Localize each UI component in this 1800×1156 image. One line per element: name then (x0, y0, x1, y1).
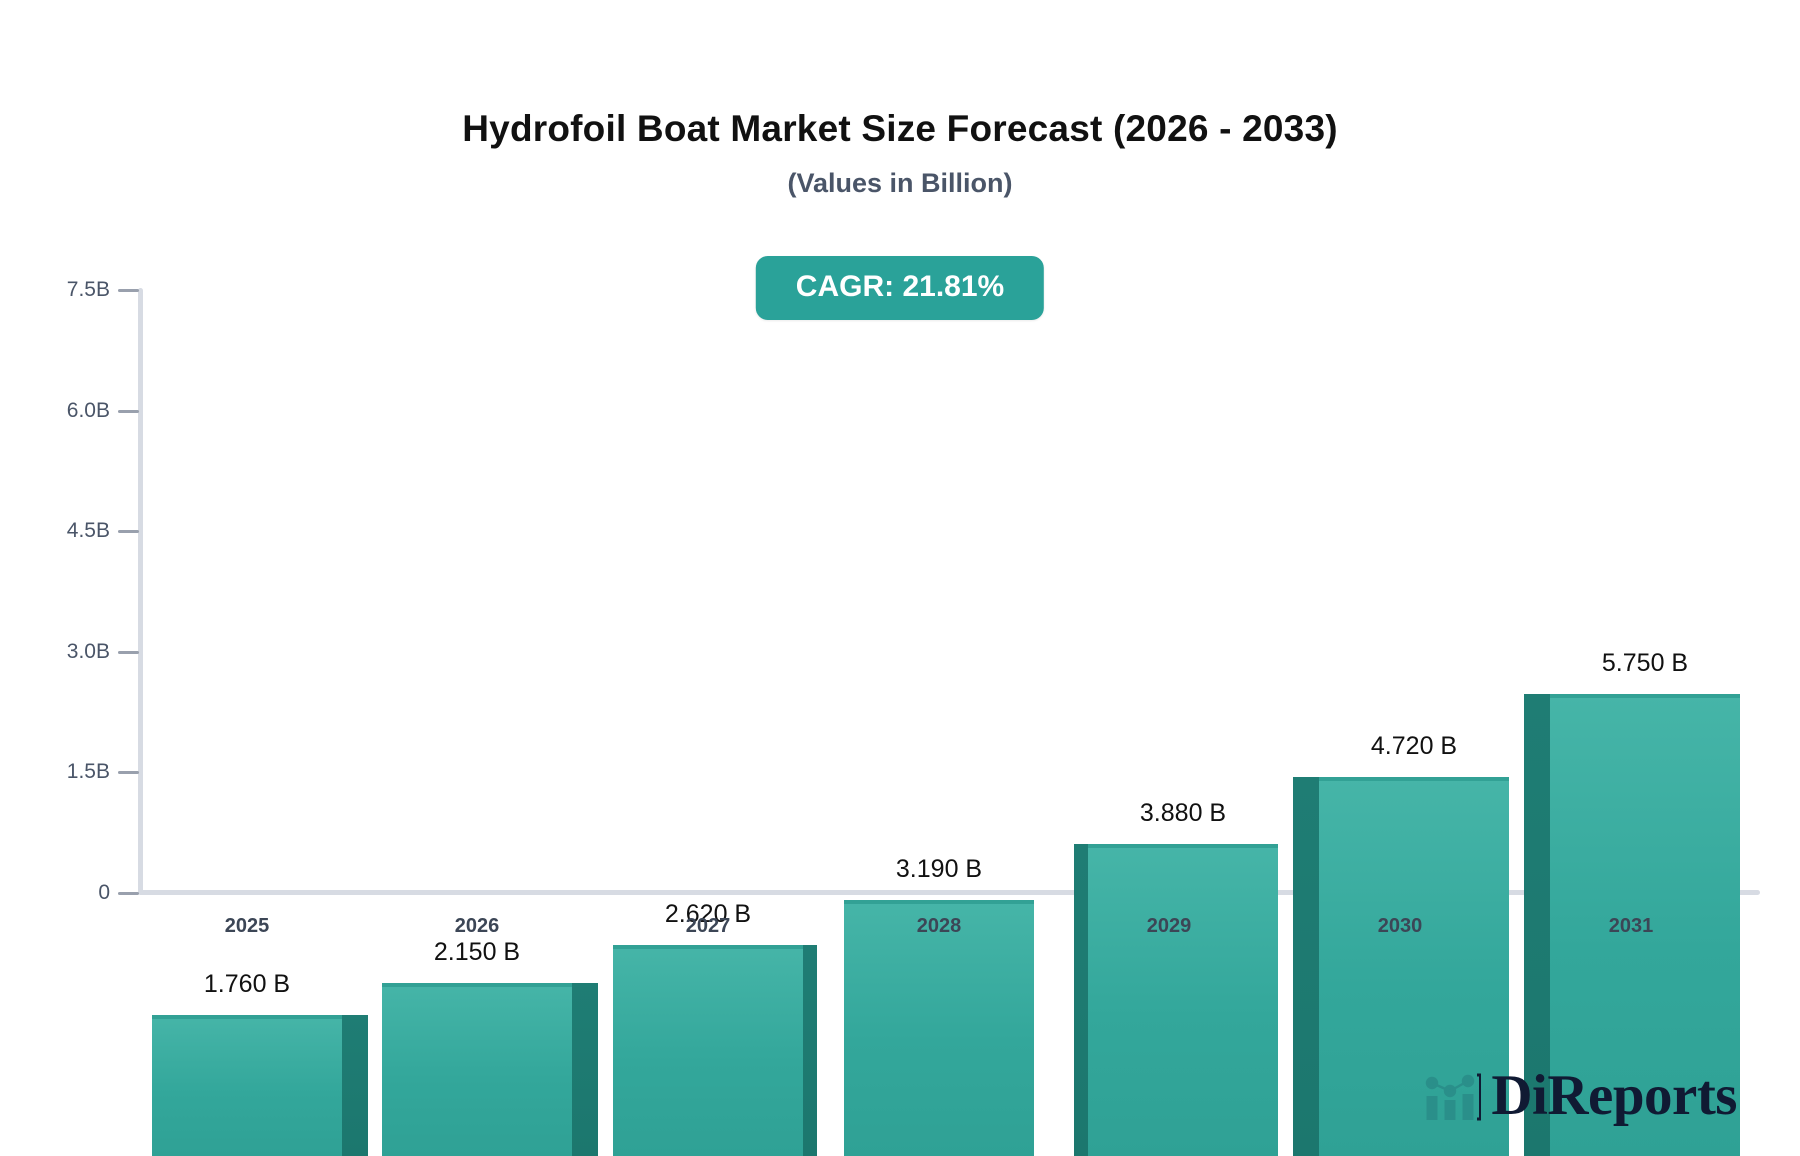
bar-front-face (613, 945, 803, 1156)
bar-2029[interactable]: 3.880 B (1074, 263, 1278, 1156)
logo-text: DiReports (1491, 1064, 1737, 1127)
bar-2025[interactable]: 1.760 B (152, 263, 368, 1156)
bar-chart-icon (1426, 1073, 1482, 1120)
bar-front-face (152, 1014, 342, 1156)
chart-subtitle: (Values in Billion) (787, 168, 1013, 198)
bar-value-label: 2.620 B (664, 900, 752, 929)
bar-top-highlight (844, 899, 1034, 904)
bar-value-label: 3.880 B (1139, 799, 1227, 828)
bar-top-highlight (613, 945, 803, 950)
y-tick-label-5: 0 (98, 881, 110, 904)
x-tick-label-2025: 2025 (224, 915, 270, 937)
y-tick-dash-4 (118, 771, 139, 774)
x-tick-label-2031: 2031 (1608, 915, 1654, 937)
bar-side-face (1293, 776, 1319, 1156)
x-tick-label-2029: 2029 (1146, 915, 1192, 937)
bar-value-label: 2.150 B (433, 938, 521, 967)
direports-logo: DiReports (1423, 1067, 1737, 1124)
bar-top-highlight (1319, 776, 1509, 781)
bar-2028[interactable]: 3.190 B (844, 263, 1034, 1156)
bar-front-face (1088, 844, 1278, 1156)
bar-front-face (382, 983, 572, 1156)
bar-value-label: 5.750 B (1601, 648, 1689, 677)
bar-top-highlight (1550, 693, 1740, 698)
y-tick-dash-2 (118, 530, 139, 533)
y-tick-label-4: 1.5B (66, 760, 110, 783)
bar-2031[interactable]: 5.750 B (1524, 263, 1740, 1156)
y-axis-line (138, 288, 143, 895)
bar-2030[interactable]: 4.720 B (1293, 263, 1509, 1156)
x-tick-label-2030: 2030 (1377, 915, 1423, 937)
y-tick-label-1: 6.0B (66, 399, 110, 422)
x-tick-label-2027: 2027 (685, 915, 731, 937)
bar-2026[interactable]: 2.150 B (382, 263, 598, 1156)
y-tick-label-0: 7.5B (66, 278, 110, 301)
y-tick-dash-0 (118, 289, 139, 292)
y-tick-dash-3 (118, 651, 139, 654)
cagr-badge: CAGR: 21.81% (755, 256, 1045, 320)
bar-2027[interactable]: 2.620 B (613, 263, 817, 1156)
bar-top-highlight (152, 1014, 342, 1019)
bar-front-face (844, 899, 1034, 1156)
bar-value-label: 4.720 B (1370, 731, 1458, 760)
bar-top-highlight (1088, 844, 1278, 849)
y-tick-dash-1 (118, 410, 139, 413)
bar-side-face (1074, 844, 1088, 1156)
bar-top-highlight (382, 983, 572, 988)
bar-side-face (803, 945, 817, 1156)
x-tick-label-2028: 2028 (916, 915, 962, 937)
bar-side-face (342, 1014, 368, 1156)
y-tick-dash-5 (118, 892, 139, 895)
chart-title: Hydrofoil Boat Market Size Forecast (202… (462, 108, 1338, 149)
x-tick-label-2026: 2026 (454, 915, 500, 937)
bar-value-label: 1.760 B (203, 969, 291, 998)
y-tick-label-3: 3.0B (66, 640, 110, 663)
x-axis-line (138, 890, 1760, 895)
bar-side-face (572, 983, 598, 1156)
bar-value-label: 3.190 B (895, 854, 983, 883)
y-tick-label-2: 4.5B (66, 519, 110, 542)
